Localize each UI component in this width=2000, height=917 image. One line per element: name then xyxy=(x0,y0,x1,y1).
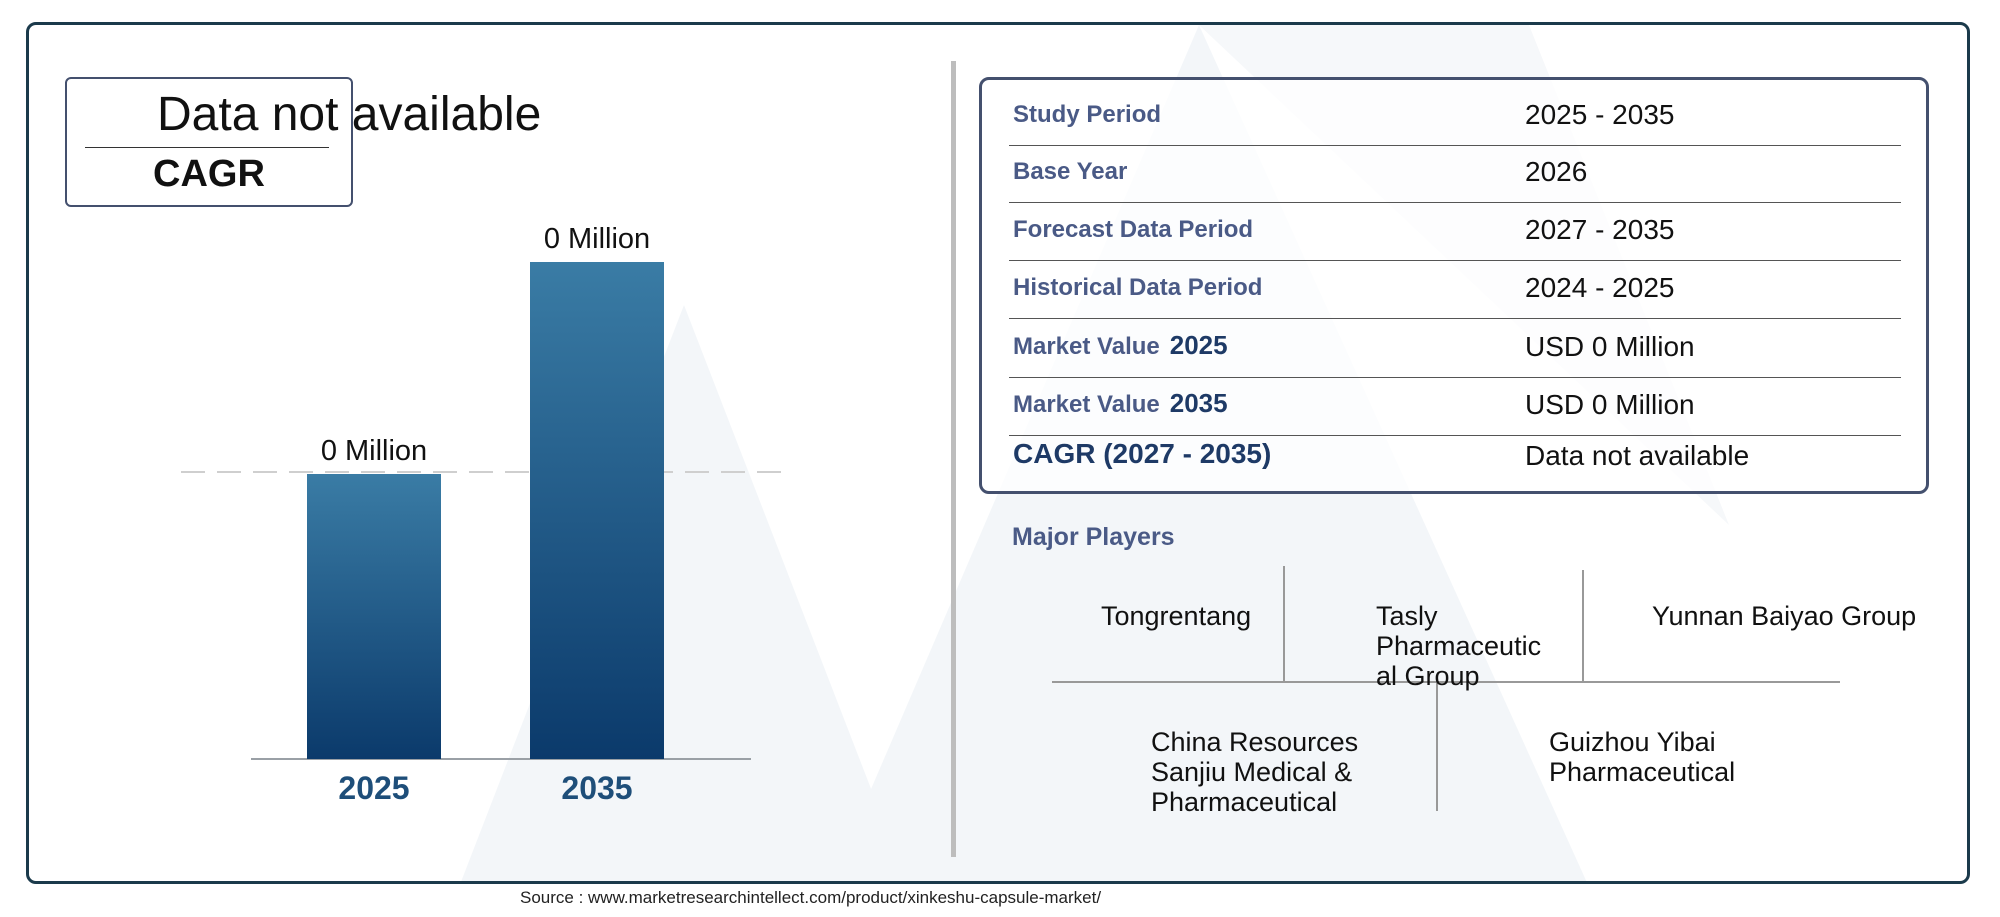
stat-row: Study Period 2025 - 2035 xyxy=(1009,87,1901,146)
stat-value: USD 0 Million xyxy=(1525,389,1695,420)
stat-label: CAGR (2027 - 2035) xyxy=(1013,438,1271,470)
player-yunnan-baiyao: Yunnan Baiyao Group xyxy=(1652,601,1917,631)
source-citation: Source : www.marketresearchintellect.com… xyxy=(520,888,1102,907)
stats-table xyxy=(979,77,1929,494)
data-label-2025: 0 Million xyxy=(321,435,427,467)
stat-label: Market Value 2025 xyxy=(1013,330,1228,361)
stat-label: Study Period xyxy=(1013,101,1161,129)
stat-label-text: Forecast Data Period xyxy=(1013,216,1254,243)
x-tick-2035: 2035 xyxy=(561,770,632,806)
data-label-2035: 0 Million xyxy=(544,223,650,255)
stat-value: 2025 - 2035 xyxy=(1525,99,1675,130)
x-tick-2025: 2025 xyxy=(338,770,409,806)
stat-label-text: Market Value xyxy=(1013,333,1160,360)
player-guizhou-yibai: Guizhou Yibai Pharmaceutical xyxy=(1549,727,1736,787)
stat-label-text: Historical Data Period xyxy=(1013,274,1263,301)
bar-2035 xyxy=(530,262,664,759)
bar-2025 xyxy=(307,474,441,759)
players-divider-v3 xyxy=(1436,683,1438,811)
stat-value: USD 0 Million xyxy=(1525,331,1695,362)
stat-label-text: Base Year xyxy=(1013,158,1128,185)
cagr-rule xyxy=(85,147,329,148)
stat-label-year: 2025 xyxy=(1169,330,1228,360)
players-divider-v1 xyxy=(1283,566,1285,682)
stat-value: 2027 - 2035 xyxy=(1525,214,1675,245)
stat-label-year: 2035 xyxy=(1169,388,1228,418)
stat-row: Base Year 2026 xyxy=(1009,144,1901,203)
cagr-card xyxy=(65,77,353,207)
stat-row: Market Value 2035 USD 0 Million xyxy=(1009,377,1901,436)
infographic-frame: Data not available CAGR 0 Million 2025 0 M… xyxy=(26,22,1970,884)
stat-label: Base Year xyxy=(1013,158,1127,186)
stat-label-text: Market Value xyxy=(1013,391,1160,418)
stat-row: CAGR (2027 - 2035) Data not available xyxy=(1009,428,1901,486)
stat-value: 2024 - 2025 xyxy=(1525,272,1675,303)
stat-label-text: Study Period xyxy=(1013,101,1162,128)
player-tongrentang: Tongrentang xyxy=(1101,601,1252,631)
stat-label-text: CAGR (2027 - 2035) xyxy=(1013,438,1272,469)
stat-value: 2026 xyxy=(1525,156,1588,187)
major-players-title: Major Players xyxy=(1012,523,1175,551)
cagr-value: Data not available xyxy=(157,88,542,141)
player-tasly: Tasly Pharmaceutic al Group xyxy=(1376,601,1542,691)
stat-row: Market Value 2025 USD 0 Million xyxy=(1009,319,1901,378)
players-divider-h xyxy=(1052,681,1840,683)
cagr-label: CAGR xyxy=(153,153,265,195)
section-divider xyxy=(951,61,956,857)
stat-label: Historical Data Period xyxy=(1013,274,1262,302)
bar-chart: 0 Million 2025 0 Million 2035 xyxy=(181,223,791,806)
stat-value: Data not available xyxy=(1525,440,1750,471)
stat-row: Forecast Data Period 2027 - 2035 xyxy=(1009,202,1901,261)
players-divider-v2 xyxy=(1582,570,1584,682)
player-china-resources-sanjiu: China Resources Sanjiu Medical & Pharmac… xyxy=(1151,727,1359,817)
stat-label: Forecast Data Period xyxy=(1013,216,1253,244)
stat-row: Historical Data Period 2024 - 2025 xyxy=(1009,260,1901,319)
stat-label: Market Value 2035 xyxy=(1013,388,1228,419)
